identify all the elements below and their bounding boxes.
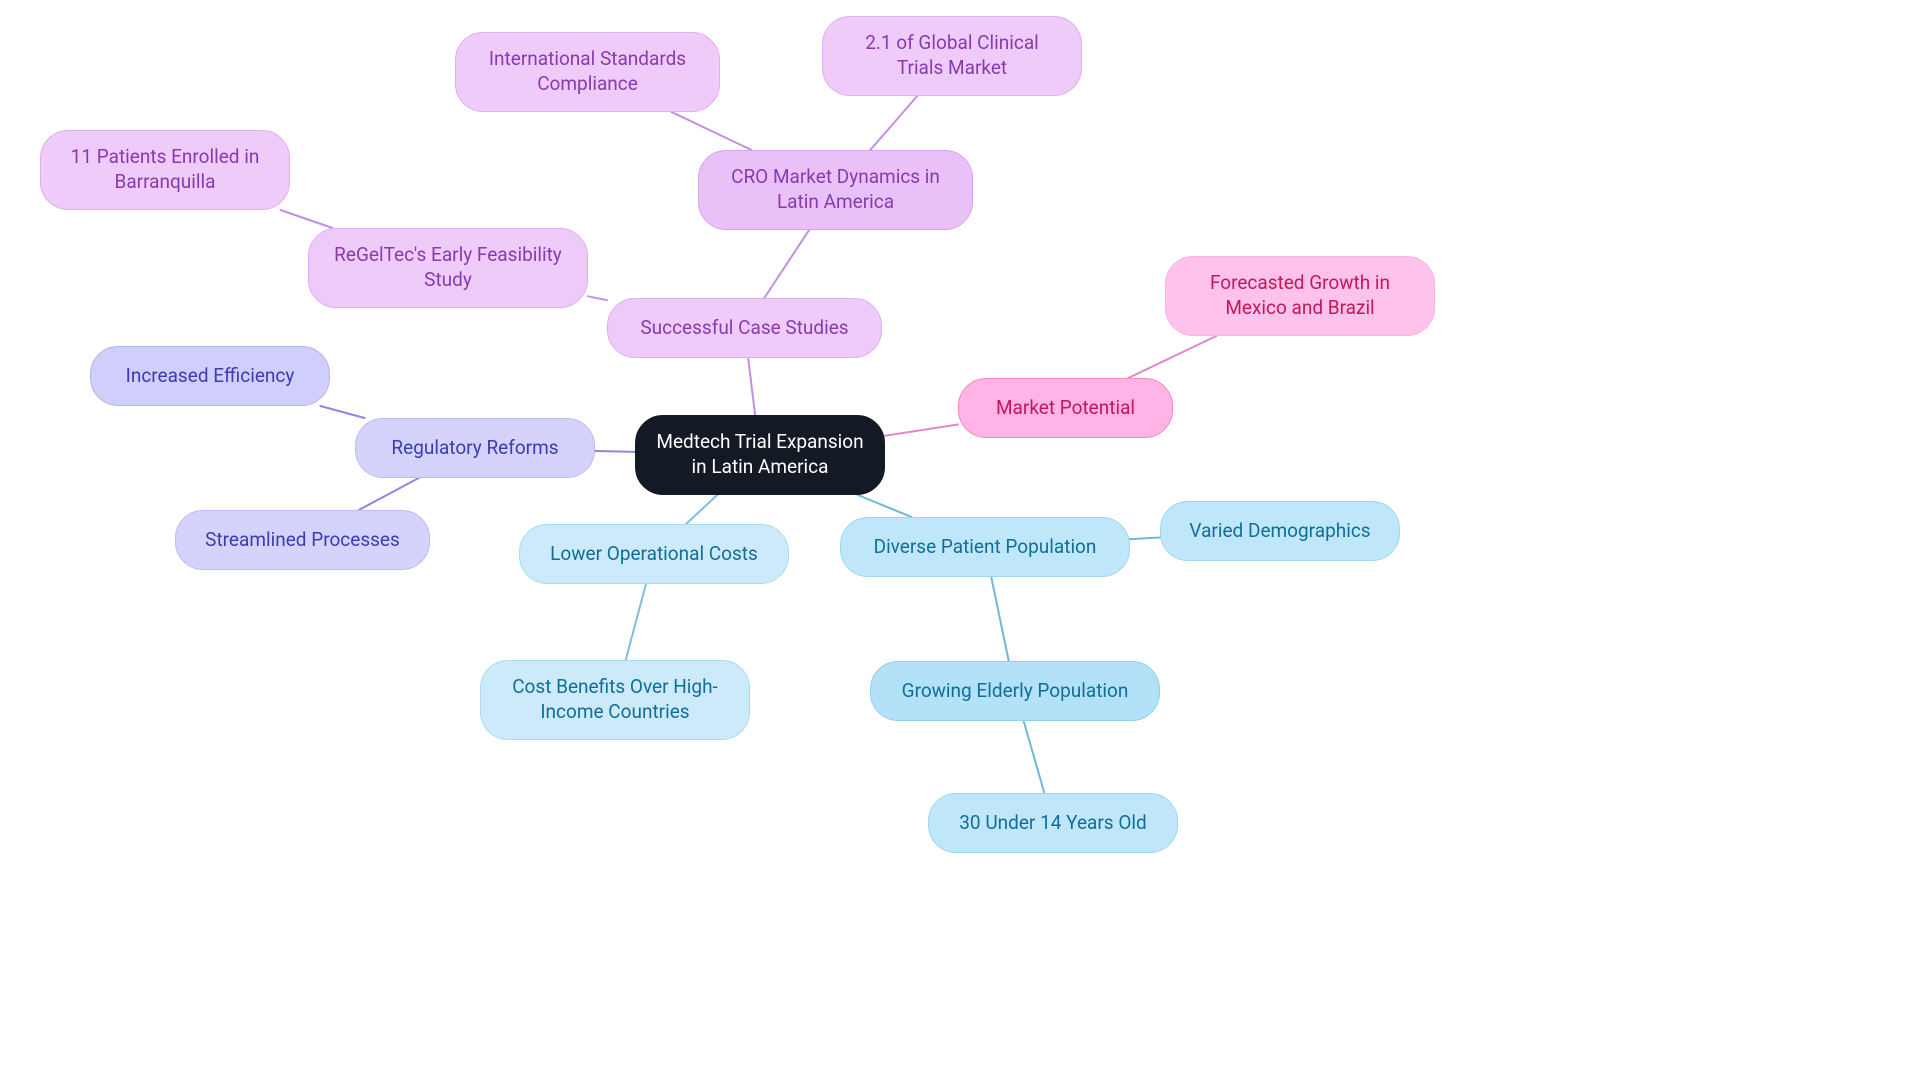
node-label: Varied Demographics — [1189, 519, 1370, 544]
node-regeltec[interactable]: ReGelTec's Early Feasibility Study — [308, 228, 588, 308]
node-forecasted-growth[interactable]: Forecasted Growth in Mexico and Brazil — [1165, 256, 1435, 336]
node-cost-benefits[interactable]: Cost Benefits Over High-Income Countries — [480, 660, 750, 740]
node-diverse-patient[interactable]: Diverse Patient Population — [840, 517, 1130, 577]
node-intl-standards[interactable]: International Standards Compliance — [455, 32, 720, 112]
node-label: CRO Market Dynamics in Latin America — [719, 165, 952, 214]
edge — [320, 406, 364, 418]
node-regulatory-reforms[interactable]: Regulatory Reforms — [355, 418, 595, 478]
edge — [595, 451, 635, 452]
node-label: Medtech Trial Expansion in Latin America — [656, 430, 864, 479]
edge — [626, 584, 646, 660]
node-label: Forecasted Growth in Mexico and Brazil — [1186, 271, 1414, 320]
edge — [1130, 538, 1160, 540]
node-label: International Standards Compliance — [476, 47, 699, 96]
node-lower-costs[interactable]: Lower Operational Costs — [519, 524, 789, 584]
edge — [686, 495, 717, 524]
node-label: 30 Under 14 Years Old — [959, 811, 1146, 836]
edge — [359, 478, 419, 510]
node-label: Successful Case Studies — [640, 316, 848, 341]
edge — [870, 96, 917, 150]
node-successful-cases[interactable]: Successful Case Studies — [607, 298, 882, 358]
node-root[interactable]: Medtech Trial Expansion in Latin America — [635, 415, 885, 495]
edge — [1128, 336, 1216, 378]
node-increased-efficiency[interactable]: Increased Efficiency — [90, 346, 330, 406]
node-label: 2.1 of Global Clinical Trials Market — [843, 31, 1061, 80]
node-label: Growing Elderly Population — [902, 679, 1129, 704]
edge — [858, 495, 912, 517]
node-streamlined-processes[interactable]: Streamlined Processes — [175, 510, 430, 570]
node-patients-enrolled[interactable]: 11 Patients Enrolled in Barranquilla — [40, 130, 290, 210]
node-label: Lower Operational Costs — [550, 542, 758, 567]
node-global-trials[interactable]: 2.1 of Global Clinical Trials Market — [822, 16, 1082, 96]
node-varied-demographics[interactable]: Varied Demographics — [1160, 501, 1400, 561]
edge — [672, 112, 752, 150]
node-label: Cost Benefits Over High-Income Countries — [501, 675, 729, 724]
node-market-potential[interactable]: Market Potential — [958, 378, 1173, 438]
node-under-14[interactable]: 30 Under 14 Years Old — [928, 793, 1178, 853]
edge — [281, 210, 333, 228]
node-cro-dynamics[interactable]: CRO Market Dynamics in Latin America — [698, 150, 973, 230]
node-label: 11 Patients Enrolled in Barranquilla — [61, 145, 269, 194]
edge — [588, 296, 607, 300]
edge — [885, 425, 958, 436]
node-growing-elderly[interactable]: Growing Elderly Population — [870, 661, 1160, 721]
node-label: Market Potential — [996, 396, 1135, 421]
node-label: Regulatory Reforms — [391, 436, 558, 461]
node-label: Increased Efficiency — [126, 364, 295, 389]
edge — [991, 577, 1009, 661]
edge — [748, 358, 755, 415]
node-label: Streamlined Processes — [205, 528, 400, 553]
node-label: ReGelTec's Early Feasibility Study — [329, 243, 567, 292]
edge — [764, 230, 809, 298]
edge — [1024, 721, 1045, 793]
node-label: Diverse Patient Population — [874, 535, 1097, 560]
mindmap-canvas: Medtech Trial Expansion in Latin America… — [0, 0, 1920, 1083]
